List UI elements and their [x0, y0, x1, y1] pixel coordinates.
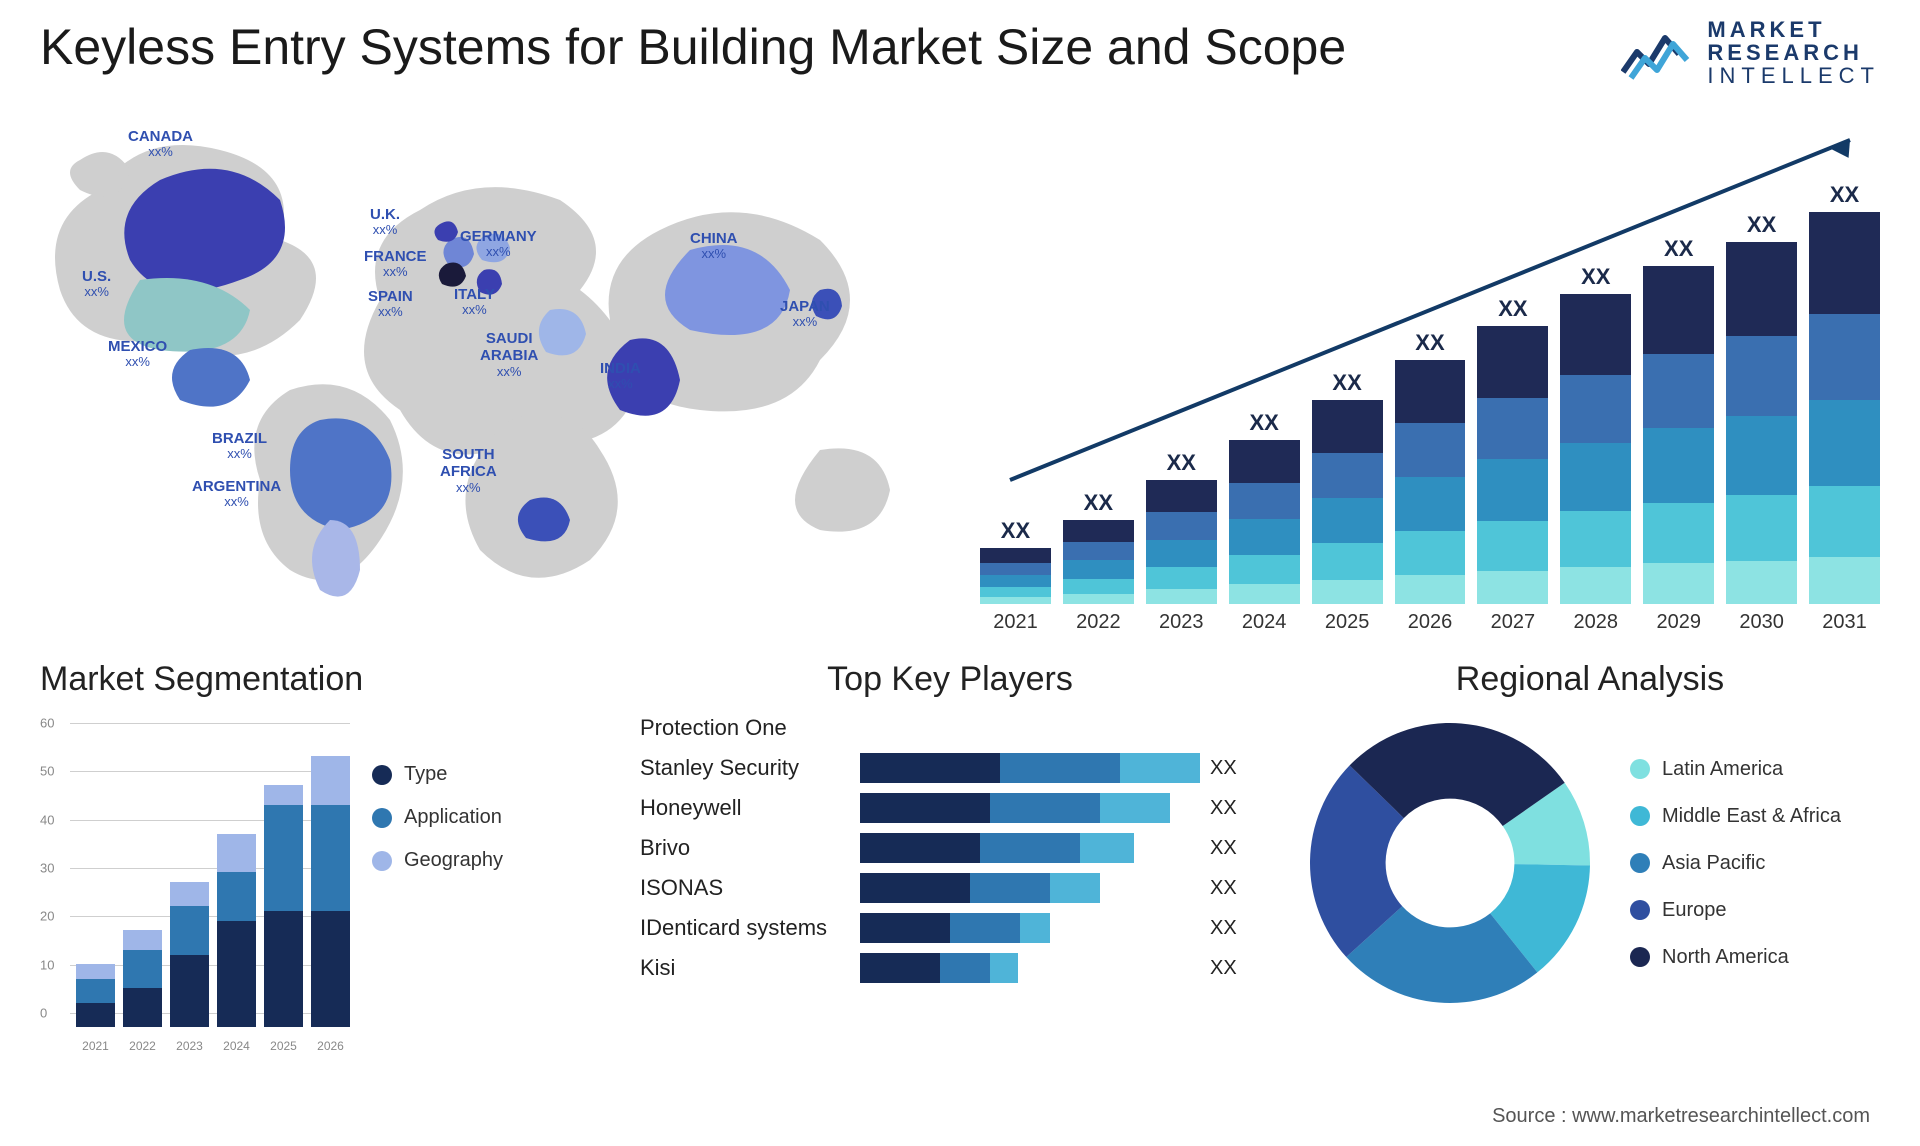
map-label-saudi-arabia: SAUDIARABIAxx% [480, 330, 538, 379]
growth-xlabel: 2025 [1312, 611, 1383, 634]
logo-line2: RESEARCH [1707, 41, 1880, 64]
seg-bar-2022 [123, 930, 162, 1027]
map-label-south-africa: SOUTHAFRICAxx% [440, 446, 497, 495]
key-players-title: Top Key Players [640, 660, 1260, 699]
map-label-spain: SPAINxx% [368, 288, 413, 320]
growth-bar-2029: XX [1643, 266, 1714, 604]
map-label-france: FRANCExx% [364, 248, 427, 280]
seg-legend-item: Type [372, 763, 503, 786]
segmentation-legend: Type Application Geography [372, 713, 503, 1053]
logo-line3: INTELLECT [1707, 64, 1880, 87]
seg-bar-2021 [76, 964, 115, 1027]
player-row: Stanley SecurityXX [640, 753, 1260, 783]
growth-bar-2031: XX [1809, 212, 1880, 604]
map-label-japan: JAPANxx% [780, 298, 830, 330]
player-row: BrivoXX [640, 833, 1260, 863]
regional-legend-item: North America [1630, 946, 1841, 969]
segmentation-chart: 0102030405060202120222023202420252026 [40, 713, 350, 1053]
growth-bar-2025: XX [1312, 400, 1383, 604]
map-label-u-k-: U.K.xx% [370, 206, 400, 238]
growth-xlabel: 2026 [1395, 611, 1466, 634]
growth-chart-panel: XXXXXXXXXXXXXXXXXXXXXX 20212022202320242… [980, 120, 1880, 630]
growth-bar-2026: XX [1395, 360, 1466, 604]
segmentation-panel: Market Segmentation 01020304050602021202… [40, 660, 600, 1086]
map-label-italy: ITALYxx% [454, 286, 495, 318]
regional-title: Regional Analysis [1300, 660, 1880, 699]
growth-xlabel: 2028 [1560, 611, 1631, 634]
growth-xlabel: 2021 [980, 611, 1051, 634]
regional-legend-item: Europe [1630, 899, 1841, 922]
growth-bar-2027: XX [1477, 326, 1548, 604]
growth-bar-2028: XX [1560, 294, 1631, 604]
map-label-germany: GERMANYxx% [460, 228, 537, 260]
growth-bar-2021: XX [980, 548, 1051, 604]
seg-bar-2026 [311, 756, 350, 1027]
growth-bar-2024: XX [1229, 440, 1300, 604]
map-label-brazil: BRAZILxx% [212, 430, 267, 462]
key-players-panel: Top Key Players Protection One Stanley Se… [640, 660, 1260, 1086]
key-players-list: Protection One Stanley SecurityXX Honeywel… [640, 713, 1260, 983]
map-label-china: CHINAxx% [690, 230, 738, 262]
growth-xlabel: 2030 [1726, 611, 1797, 634]
world-map-panel: CANADAxx% U.S.xx% MEXICOxx% BRAZILxx% ARGENT… [40, 120, 940, 630]
growth-xlabel: 2029 [1643, 611, 1714, 634]
logo-mark-icon [1621, 24, 1693, 82]
segmentation-title: Market Segmentation [40, 660, 600, 699]
growth-bar-2022: XX [1063, 520, 1134, 604]
seg-legend-item: Geography [372, 849, 503, 872]
regional-legend-item: Latin America [1630, 758, 1841, 781]
growth-xlabel: 2022 [1063, 611, 1134, 634]
player-row: Protection One [640, 713, 1260, 743]
brand-logo: MARKET RESEARCH INTELLECT [1621, 18, 1880, 87]
map-label-u-s-: U.S.xx% [82, 268, 111, 300]
regional-legend-item: Asia Pacific [1630, 852, 1841, 875]
map-label-mexico: MEXICOxx% [108, 338, 167, 370]
regional-panel: Regional Analysis Latin America Middle Ea… [1300, 660, 1880, 1086]
regional-legend-item: Middle East & Africa [1630, 805, 1841, 828]
seg-legend-item: Application [372, 806, 503, 829]
player-row: ISONASXX [640, 873, 1260, 903]
page-title: Keyless Entry Systems for Building Marke… [40, 18, 1346, 76]
regional-donut [1300, 713, 1600, 1013]
growth-bar-2030: XX [1726, 242, 1797, 604]
growth-xlabel: 2031 [1809, 611, 1880, 634]
source-label: Source : www.marketresearchintellect.com [1492, 1105, 1870, 1128]
logo-line1: MARKET [1707, 18, 1880, 41]
player-row: KisiXX [640, 953, 1260, 983]
regional-legend: Latin America Middle East & Africa Asia Pa… [1630, 758, 1841, 969]
map-label-canada: CANADAxx% [128, 128, 193, 160]
growth-xlabel: 2024 [1229, 611, 1300, 634]
seg-bar-2024 [217, 834, 256, 1027]
growth-xlabel: 2027 [1477, 611, 1548, 634]
seg-bar-2025 [264, 785, 303, 1027]
growth-bar-2023: XX [1146, 480, 1217, 604]
growth-xlabel: 2023 [1146, 611, 1217, 634]
map-label-india: INDIAxx% [600, 360, 641, 392]
player-row: IDenticard systemsXX [640, 913, 1260, 943]
player-row: HoneywellXX [640, 793, 1260, 823]
seg-bar-2023 [170, 882, 209, 1027]
map-label-argentina: ARGENTINAxx% [192, 478, 281, 510]
